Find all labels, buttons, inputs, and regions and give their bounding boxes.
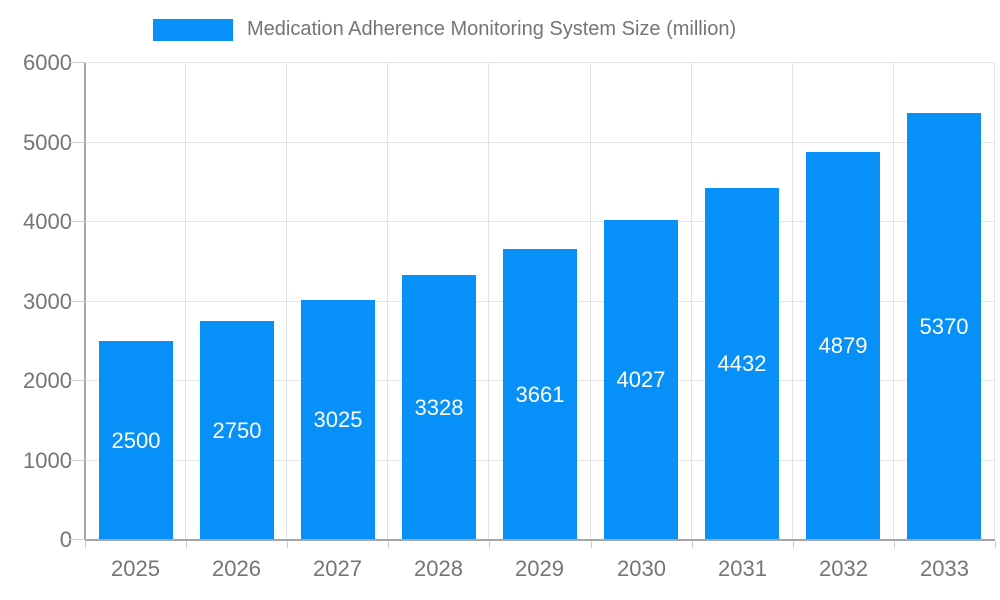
bar-value-label-2028: 3328 — [414, 394, 464, 420]
bar-2026[interactable]: 2750 — [200, 321, 274, 540]
legend-item[interactable]: Medication Adherence Monitoring System S… — [153, 18, 736, 41]
x-axis-tick-5 — [591, 541, 592, 548]
gridline-vertical-8 — [893, 63, 894, 540]
gridline-vertical-4 — [488, 63, 489, 540]
gridline-horizontal-5000 — [85, 141, 995, 143]
y-axis-label-0: 0 — [59, 527, 72, 552]
bar-2028[interactable]: 3328 — [402, 275, 476, 540]
legend-swatch — [153, 18, 233, 41]
gridline-vertical-6 — [691, 63, 692, 540]
bar-value-label-2032: 4879 — [818, 333, 868, 358]
bar-value-label-2031: 4432 — [717, 351, 767, 376]
plot-area: 2500 2750 3025 3328 3661 4027 4432 4879 5370 — [85, 62, 995, 540]
y-axis-tick-3000 — [69, 300, 85, 302]
y-axis-tick-5000 — [69, 141, 85, 143]
x-axis-label-2030: 2030 — [617, 556, 666, 581]
y-axis-label-6000: 6000 — [23, 50, 72, 75]
gridline-vertical-7 — [792, 63, 793, 540]
x-axis-tick-8 — [894, 541, 895, 548]
x-axis-tick-6 — [692, 541, 693, 548]
y-axis-line — [84, 63, 86, 540]
y-axis-label-2000: 2000 — [23, 368, 72, 393]
x-axis-tick-3 — [388, 541, 389, 548]
bar-value-label-2029: 3661 — [515, 381, 565, 407]
bar-2025[interactable]: 2500 — [99, 341, 173, 540]
gridline-horizontal-4000 — [85, 221, 995, 222]
y-axis-label-5000: 5000 — [23, 129, 72, 155]
x-axis-tick-7 — [793, 541, 794, 548]
bar-value-label-2026: 2750 — [212, 417, 262, 443]
x-axis-label-2029: 2029 — [515, 556, 564, 581]
y-axis-tick-2000 — [69, 380, 85, 381]
bar-2031[interactable]: 4432 — [705, 188, 779, 540]
x-axis-label-2025: 2025 — [111, 556, 160, 581]
x-axis-tick-1 — [186, 541, 187, 548]
y-axis-tick-4000 — [69, 221, 85, 222]
x-axis-line — [85, 539, 995, 541]
x-axis-label-2031: 2031 — [718, 556, 767, 581]
gridline-horizontal-6000 — [85, 62, 995, 63]
x-axis-label-2032: 2032 — [819, 556, 868, 581]
y-axis-tick-6000 — [69, 62, 85, 63]
x-axis-label-2033: 2033 — [920, 556, 969, 581]
bar-2032[interactable]: 4879 — [806, 152, 880, 540]
y-axis-tick-1000 — [69, 459, 85, 461]
x-axis-label-2027: 2027 — [313, 556, 362, 581]
x-axis-label-2026: 2026 — [212, 556, 261, 581]
bar-value-label-2025: 2500 — [111, 427, 161, 453]
x-axis-tick-2 — [287, 541, 288, 548]
y-axis-label-4000: 4000 — [23, 209, 72, 234]
bar-value-label-2030: 4027 — [616, 367, 666, 392]
legend-label: Medication Adherence Monitoring System S… — [247, 18, 737, 40]
y-axis-label-1000: 1000 — [23, 447, 72, 473]
x-axis-tick-9 — [995, 541, 996, 548]
x-axis-tick-0 — [85, 541, 86, 548]
gridline-vertical-3 — [387, 63, 388, 540]
bar-2027[interactable]: 3025 — [301, 300, 375, 540]
bar-2030[interactable]: 4027 — [604, 220, 678, 540]
bar-2029[interactable]: 3661 — [503, 249, 577, 540]
gridline-vertical-2 — [286, 63, 287, 540]
gridline-vertical-1 — [185, 63, 186, 540]
x-axis-tick-4 — [489, 541, 490, 548]
y-axis-label-3000: 3000 — [23, 288, 72, 314]
x-axis-label-2028: 2028 — [414, 556, 463, 581]
bar-value-label-2027: 3025 — [313, 407, 363, 432]
bar-value-label-2033: 5370 — [919, 313, 969, 339]
y-axis-tick-0 — [69, 539, 85, 540]
gridline-vertical-9 — [994, 63, 995, 540]
gridline-vertical-5 — [590, 63, 591, 540]
bar-2033[interactable]: 5370 — [907, 113, 981, 540]
